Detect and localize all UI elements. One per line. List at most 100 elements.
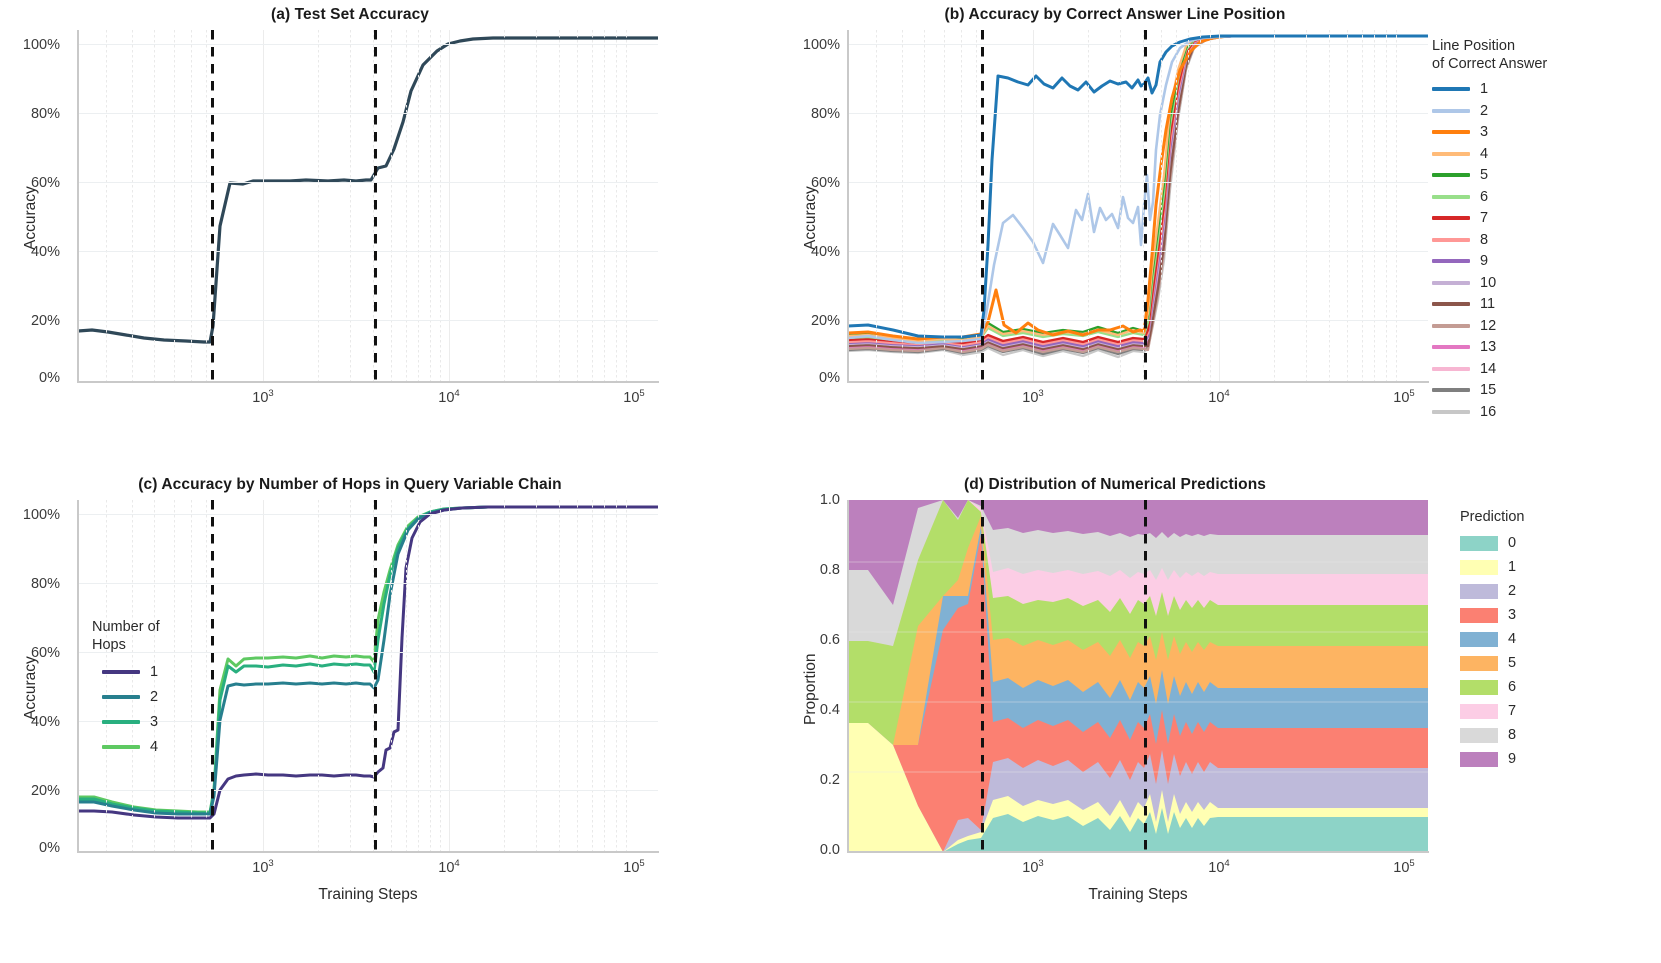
- panel-b-legend-item-13[interactable]: 13: [1432, 336, 1661, 358]
- panel-c-yaxis: [77, 500, 79, 852]
- panel-b-legend-label: 5: [1480, 167, 1489, 183]
- panel-b-ytick-0: 0%: [819, 370, 840, 386]
- panel-a-xtick-1e3: 103: [252, 388, 274, 406]
- panel-d-legend-item-0[interactable]: 0: [1460, 531, 1652, 555]
- panel-c-legend-item-1[interactable]: 1: [102, 659, 242, 684]
- panel-b-legend-title-l2: of Correct Answer: [1432, 56, 1548, 73]
- panel-b-legend-item-16[interactable]: 16: [1432, 401, 1661, 423]
- panel-c-legend-label: 1: [150, 663, 159, 680]
- panel-b-legend-item-7[interactable]: 7: [1432, 207, 1661, 229]
- panel-b-ytick-40: 40%: [810, 244, 840, 260]
- panel-d-legend-item-4[interactable]: 4: [1460, 627, 1652, 651]
- panel-b-title: (b) Accuracy by Correct Answer Line Posi…: [944, 6, 1286, 23]
- panel-b-legend-item-4[interactable]: 4: [1432, 143, 1661, 165]
- panel-b-legend-item-8[interactable]: 8: [1432, 229, 1661, 251]
- panel-d: (d) Distribution of Numerical Prediction…: [780, 470, 1661, 963]
- panel-b-legend-swatch-icon: [1432, 194, 1470, 199]
- panel-b-legend-label: 14: [1480, 360, 1497, 377]
- panel-b-legend-item-9[interactable]: 9: [1432, 250, 1661, 272]
- panel-c-legend-item-2[interactable]: 2: [102, 684, 242, 709]
- panel-c-legend-label: 3: [150, 713, 159, 730]
- panel-c-vline-2: [374, 500, 377, 852]
- panel-b: (b) Accuracy by Correct Answer Line Posi…: [780, 0, 1661, 440]
- panel-b-legend-title: Line Position of Correct Answer: [1432, 37, 1661, 73]
- panel-d-legend-item-3[interactable]: 3: [1460, 603, 1652, 627]
- panel-d-legend-swatch-icon: [1460, 631, 1498, 647]
- panel-a-plot: [78, 30, 658, 382]
- panel-a-xtick-1e5: 105: [623, 388, 645, 406]
- panel-b-vline-2: [1144, 30, 1147, 382]
- panel-d-ytick-00: 0.0: [819, 842, 840, 858]
- panel-b-legend-item-1[interactable]: 1: [1432, 78, 1661, 100]
- panel-a-title: (a) Test Set Accuracy: [270, 6, 430, 23]
- panel-d-legend-item-2[interactable]: 2: [1460, 579, 1652, 603]
- panel-a-ytick-60: 60%: [30, 175, 60, 191]
- panel-d-legend-label: 4: [1508, 631, 1517, 648]
- panel-b-legend-swatch-icon: [1432, 216, 1470, 220]
- panel-d-legend-label: 0: [1508, 535, 1517, 552]
- panel-d-legend-item-8[interactable]: 8: [1460, 723, 1652, 747]
- panel-c-xtick-1e4: 104: [438, 858, 460, 876]
- panel-b-legend-label: 7: [1480, 210, 1489, 226]
- panel-d-legend-title: Prediction: [1460, 509, 1525, 525]
- panel-d-legend-item-7[interactable]: 7: [1460, 699, 1652, 723]
- panel-b-legend-swatch-icon: [1432, 323, 1470, 328]
- panel-c-legend-title: Number of Hops: [92, 618, 242, 654]
- panel-b-legend-item-2[interactable]: 2: [1432, 100, 1661, 122]
- panel-a-line-series: [78, 36, 658, 344]
- panel-d-legend-item-5[interactable]: 5: [1460, 651, 1652, 675]
- panel-d-legend-swatch-icon: [1460, 679, 1498, 695]
- panel-b-legend-item-3[interactable]: 3: [1432, 121, 1661, 143]
- panel-c-xtick-1e3: 103: [252, 858, 274, 876]
- panel-b-xtick-1e4: 104: [1208, 388, 1230, 406]
- panel-b-legend-item-12[interactable]: 12: [1432, 315, 1661, 337]
- panel-d-ytick-06: 0.6: [819, 632, 840, 648]
- panel-b-legend-label: 15: [1480, 382, 1497, 398]
- panel-b-legend-swatch-icon: [1432, 302, 1470, 306]
- panel-d-xtick-1e4: 104: [1208, 858, 1230, 876]
- panel-b-legend-swatch-icon: [1432, 259, 1470, 263]
- panel-b-legend-label: 1: [1480, 81, 1489, 97]
- panel-d-ytick-10: 1.0: [819, 492, 840, 508]
- panel-c-legend-item-4[interactable]: 4: [102, 734, 242, 759]
- panel-c: (c) Accuracy by Number of Hops in Query …: [0, 470, 700, 963]
- panel-b-legend-item-11[interactable]: 11: [1432, 293, 1661, 315]
- panel-b-legend-swatch-icon: [1432, 237, 1470, 242]
- panel-c-ytick-40: 40%: [30, 714, 60, 730]
- panel-d-legend-item-6[interactable]: 6: [1460, 675, 1652, 699]
- panel-c-xtick-1e5: 105: [623, 858, 645, 876]
- panel-c-ytick-20: 20%: [30, 783, 60, 799]
- panel-b-legend-swatch-icon: [1432, 366, 1470, 371]
- panel-d-legend-swatch-icon: [1460, 751, 1498, 767]
- panel-d-xtick-1e5: 105: [1393, 858, 1415, 876]
- panel-b-ytick-20: 20%: [810, 313, 840, 329]
- panel-c-ytick-0: 0%: [39, 840, 60, 856]
- panel-d-legend-item-9[interactable]: 9: [1460, 747, 1652, 771]
- panel-b-legend-label: 12: [1480, 317, 1497, 334]
- panel-c-ytick-60: 60%: [30, 645, 60, 661]
- panel-b-legend-label: 13: [1480, 339, 1497, 355]
- panel-a-ytick-20: 20%: [30, 313, 60, 329]
- panel-b-ytick-60: 60%: [810, 175, 840, 191]
- panel-b-legend-item-15[interactable]: 15: [1432, 379, 1661, 401]
- panel-b-legend-item-14[interactable]: 14: [1432, 358, 1661, 380]
- panel-b-legend-item-5[interactable]: 5: [1432, 164, 1661, 186]
- panel-c-vline-1: [211, 500, 214, 852]
- panel-c-xaxis: [77, 851, 659, 853]
- panel-c-plot: Number of Hops 1 2 3 4: [78, 500, 658, 852]
- panel-d-ytick-02: 0.2: [819, 772, 840, 788]
- panel-d-legend: Prediction 0 1 2 3 4 5 6 7 8 9: [1452, 508, 1652, 771]
- panel-b-legend-label: 6: [1480, 188, 1489, 205]
- panel-b-legend-item-10[interactable]: 10: [1432, 272, 1661, 294]
- panel-d-stacked-areas: [848, 500, 1428, 852]
- panel-c-legend-item-3[interactable]: 3: [102, 709, 242, 734]
- panel-b-plot: [848, 30, 1428, 382]
- panel-b-legend-label: 4: [1480, 145, 1489, 162]
- panel-a-vline-1: [211, 30, 214, 382]
- panel-a-ytick-0: 0%: [39, 370, 60, 386]
- panel-d-legend-item-1[interactable]: 1: [1460, 555, 1652, 579]
- panel-d-title: (d) Distribution of Numerical Prediction…: [963, 476, 1267, 493]
- panel-d-ytick-04: 0.4: [819, 702, 840, 718]
- panel-b-legend-item-6[interactable]: 6: [1432, 186, 1661, 208]
